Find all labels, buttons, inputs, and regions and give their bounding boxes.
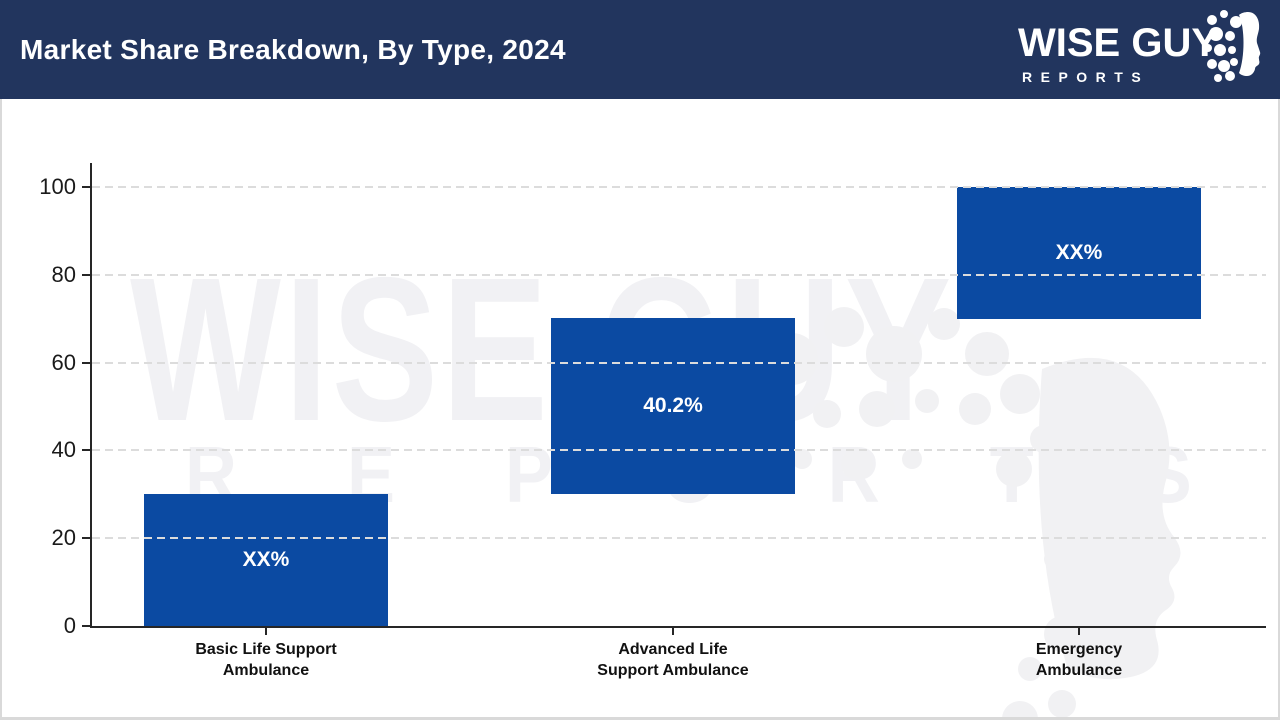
x-tick xyxy=(672,628,674,635)
y-tick xyxy=(82,449,90,452)
y-tick xyxy=(82,361,90,364)
x-category-label-line: Basic Life Support xyxy=(195,641,337,658)
bar-value-label: XX% xyxy=(242,548,290,572)
bar-value-label: XX% xyxy=(1055,240,1103,264)
x-category-label-line: Ambulance xyxy=(222,662,310,679)
gridline-100 xyxy=(92,186,1266,188)
x-category-label: Basic Life Support Ambulance xyxy=(106,639,426,681)
bar-segment: 40.2% xyxy=(551,317,795,495)
bar-value-label: 40.2% xyxy=(643,394,703,418)
x-category-label-line: Emergency xyxy=(1035,641,1123,658)
y-tick-label: 100 xyxy=(39,174,76,199)
page-title: Market Share Breakdown, By Type, 2024 xyxy=(20,33,566,65)
gridline-60 xyxy=(92,361,1266,364)
y-tick xyxy=(82,186,90,188)
x-category-label-line: Support Ambulance xyxy=(597,662,749,679)
x-category-label-line: Advanced Life xyxy=(618,641,728,658)
y-tick-label: 20 xyxy=(51,525,76,551)
x-category-label: Emergency Ambulance xyxy=(919,639,1239,681)
y-tick-label: 40 xyxy=(51,437,76,463)
y-tick xyxy=(82,625,90,627)
wiseguy-reports-logo: WISE GUY REPORTS xyxy=(1018,10,1261,85)
chart-area: WISE GUY R E P O R T S XX%40.2%XX%020406… xyxy=(0,99,1280,720)
logo-wordmark: WISE GUY xyxy=(1018,21,1218,65)
x-category-label: Advanced Life Support Ambulance xyxy=(513,639,833,681)
y-tick xyxy=(82,537,90,540)
y-axis-spine xyxy=(90,163,92,628)
bar-segment: XX% xyxy=(144,494,388,626)
logo-face-icon xyxy=(1204,10,1261,82)
y-tick-label: 80 xyxy=(51,261,76,287)
gridline-80 xyxy=(92,273,1266,276)
gridline-20 xyxy=(92,537,1266,540)
y-tick-label: 0 xyxy=(63,613,76,638)
x-category-label-line: Ambulance xyxy=(1035,662,1123,679)
x-axis-spine xyxy=(90,626,1266,628)
x-tick xyxy=(265,628,267,635)
gridline-40 xyxy=(92,449,1266,452)
y-tick-label: 60 xyxy=(51,349,76,375)
logo-subtext: REPORTS xyxy=(1022,69,1149,85)
bar-segment: XX% xyxy=(957,187,1201,319)
y-tick xyxy=(82,273,90,276)
x-tick xyxy=(1078,628,1080,635)
header-band: Market Share Breakdown, By Type, 2024 WI… xyxy=(0,0,1280,99)
